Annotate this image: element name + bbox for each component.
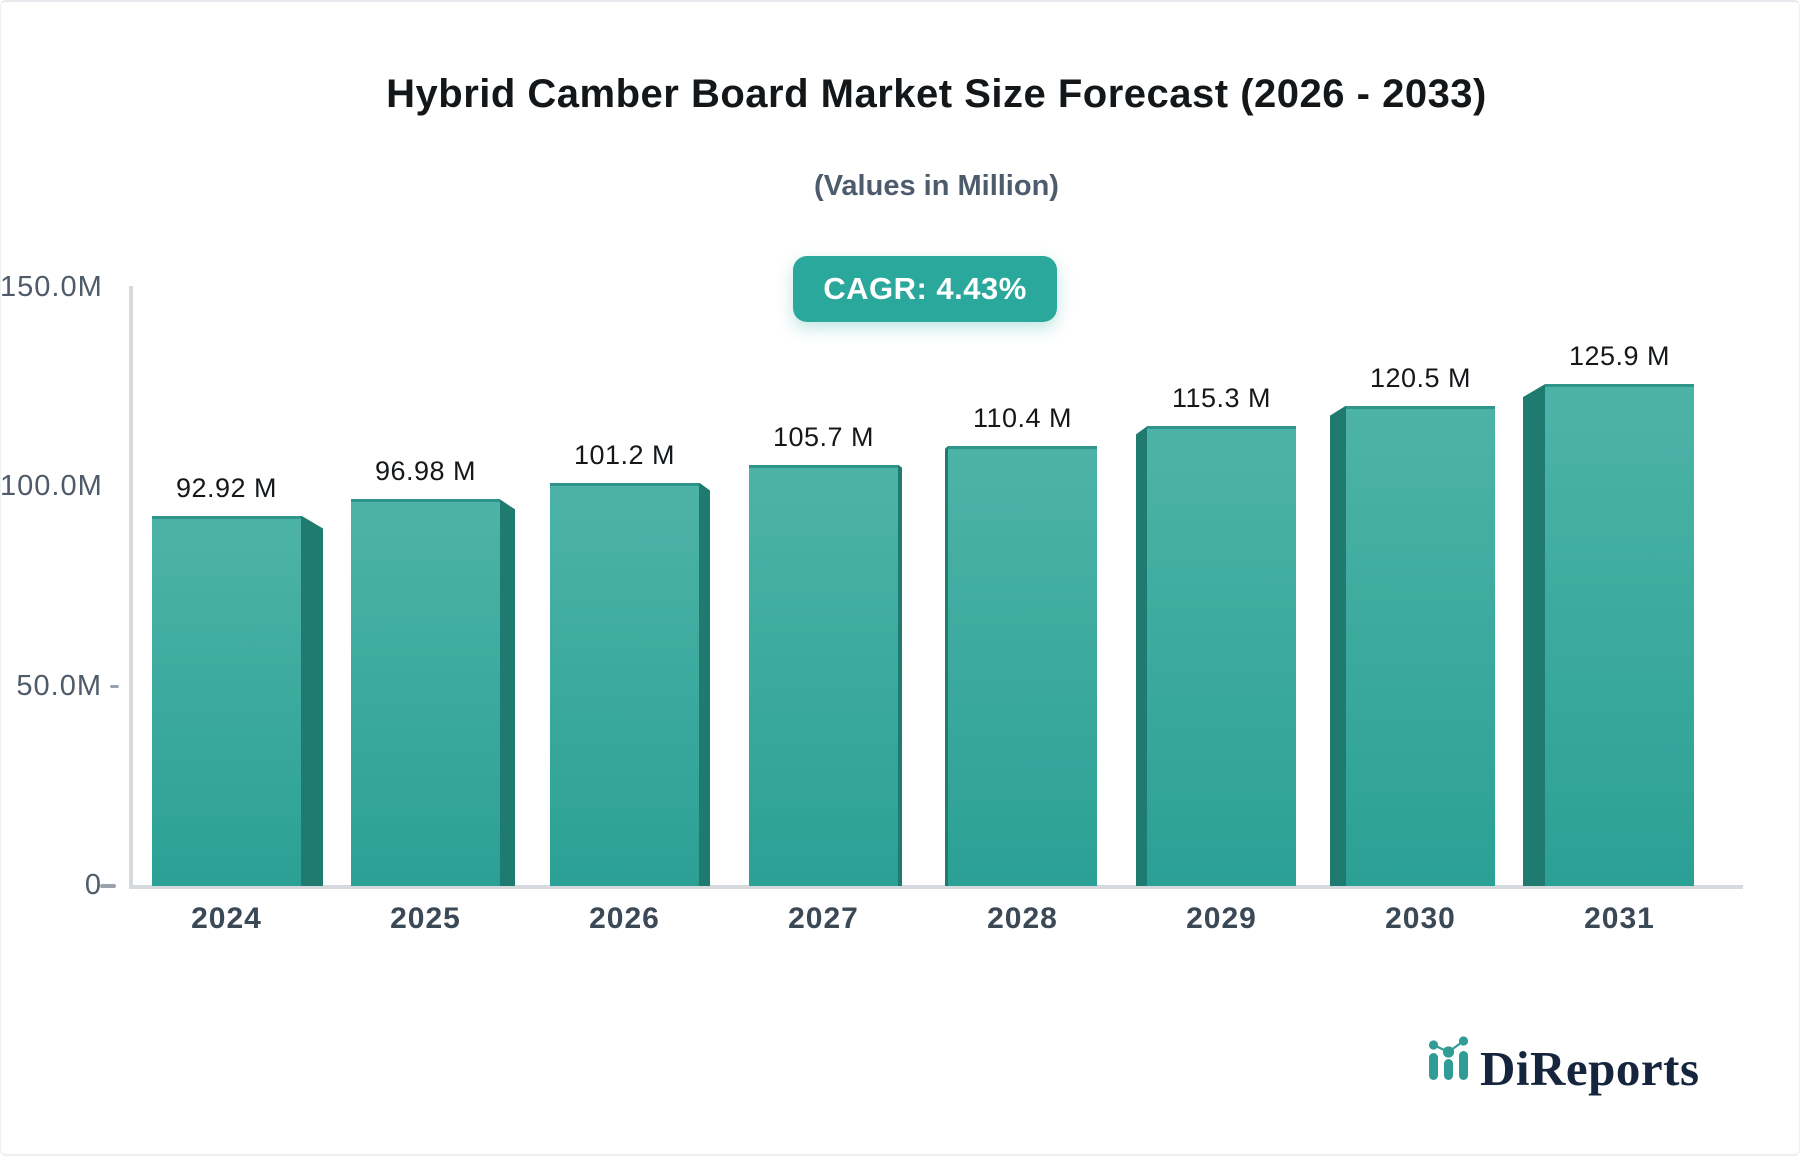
value-label-2026: 101.2 M xyxy=(573,439,676,470)
bar-side-2031 xyxy=(1523,384,1545,886)
bar-side-2027 xyxy=(898,464,902,886)
value-label-2029: 115.3 M xyxy=(1171,383,1272,414)
bar-2030 xyxy=(1346,405,1495,886)
bar-2031 xyxy=(1545,384,1694,886)
bar-side-2024 xyxy=(301,515,323,886)
value-label-2024: 92.92 M xyxy=(175,472,278,503)
x-axis-label-2028: 2028 xyxy=(987,902,1058,935)
x-axis-label-2029: 2029 xyxy=(1186,902,1257,935)
y-axis-tick-0 xyxy=(100,884,116,888)
y-axis-label-100.0M: 100.0M xyxy=(0,470,103,503)
bar-2027 xyxy=(749,464,898,886)
x-axis-label-2024: 2024 xyxy=(191,902,262,935)
x-axis-label-2026: 2026 xyxy=(589,902,660,935)
y-axis-line xyxy=(129,286,133,889)
y-axis-tick-50.0M xyxy=(110,685,119,689)
value-label-2025: 96.98 M xyxy=(374,456,477,487)
direports-logo: DiReports xyxy=(1425,1028,1700,1093)
x-axis-label-2030: 2030 xyxy=(1385,902,1456,935)
bar-side-2029 xyxy=(1136,426,1147,886)
bar-2028 xyxy=(948,445,1097,886)
x-axis-label-2025: 2025 xyxy=(390,902,461,935)
direports-logo-text: DiReports xyxy=(1480,1041,1700,1096)
direports-logo-icon xyxy=(1428,1036,1469,1080)
x-axis-line xyxy=(129,885,1743,889)
bar-side-2030 xyxy=(1330,405,1346,886)
value-label-2031: 125.9 M xyxy=(1568,341,1671,372)
value-label-2028: 110.4 M xyxy=(972,402,1073,433)
chart-title: Hybrid Camber Board Market Size Forecast… xyxy=(386,72,1487,116)
bar-side-2028 xyxy=(945,445,948,886)
bar-side-2025 xyxy=(500,499,515,886)
y-axis-label-0: 0 xyxy=(84,869,102,901)
bar-side-2026 xyxy=(699,482,710,886)
bar-2024 xyxy=(152,515,301,886)
chart-subtitle: (Values in Million) xyxy=(814,170,1059,202)
bar-2026 xyxy=(550,482,699,886)
value-label-2030: 120.5 M xyxy=(1369,362,1472,393)
x-axis-label-2031: 2031 xyxy=(1584,902,1655,935)
y-axis-label-50.0M: 50.0M xyxy=(16,669,102,702)
y-axis-label-150.0M: 150.0M xyxy=(0,271,103,303)
bar-2029 xyxy=(1147,426,1296,886)
bar-2025 xyxy=(351,499,500,886)
cagr-badge: CAGR: 4.43% xyxy=(793,256,1057,322)
x-axis-label-2027: 2027 xyxy=(788,902,859,935)
value-label-2027: 105.7 M xyxy=(772,421,875,452)
